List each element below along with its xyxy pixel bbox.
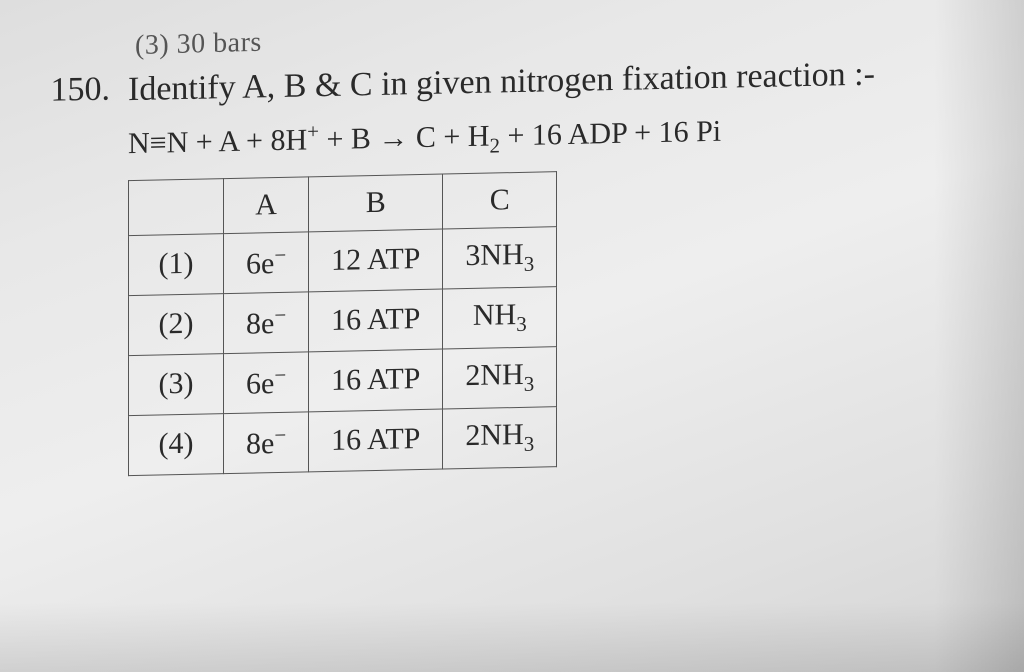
option-cell-c: NH3: [443, 286, 557, 348]
option-cell-a: 6e−: [224, 232, 309, 294]
option-cell-b: 16 ATP: [309, 349, 443, 412]
option-label: (4): [129, 413, 224, 475]
option-cell-a: 8e−: [224, 292, 309, 354]
page-shadow-bottom: [0, 602, 1024, 672]
question-body: Identify A, B & C in given nitrogen fixa…: [128, 47, 964, 476]
table-row: (2) 8e− 16 ATP NH3: [129, 286, 557, 355]
table-header-row: A B C: [129, 171, 557, 235]
option-label: (1): [129, 233, 224, 295]
option-cell-c: 3NH3: [443, 226, 557, 288]
question-number: 150.: [40, 65, 110, 110]
option-cell-b: 16 ATP: [309, 409, 443, 472]
col-header-c: C: [443, 171, 557, 228]
option-cell-c: 2NH3: [443, 346, 557, 408]
page: (3) 30 bars 150. Identify A, B & C in gi…: [0, 0, 1024, 672]
table-row: (4) 8e− 16 ATP 2NH3: [129, 406, 557, 475]
option-cell-b: 12 ATP: [309, 229, 443, 292]
option-cell-b: 16 ATP: [309, 289, 443, 352]
col-header-b: B: [309, 174, 443, 232]
options-table: A B C (1) 6e− 12 ATP 3NH3 (2) 8e−: [128, 171, 557, 476]
option-cell-a: 8e−: [224, 412, 309, 474]
option-label: (3): [129, 353, 224, 415]
table-row: (3) 6e− 16 ATP 2NH3: [129, 346, 557, 415]
question-block: 150. Identify A, B & C in given nitrogen…: [40, 47, 964, 478]
table-corner-cell: [129, 178, 224, 235]
option-label: (2): [129, 293, 224, 355]
reaction-equation: N≡N + A + 8H+ + B → C + H2 + 16 ADP + 16…: [128, 105, 964, 166]
option-cell-a: 6e−: [224, 352, 309, 414]
option-cell-c: 2NH3: [443, 406, 557, 468]
table-row: (1) 6e− 12 ATP 3NH3: [129, 226, 557, 295]
col-header-a: A: [224, 177, 309, 234]
